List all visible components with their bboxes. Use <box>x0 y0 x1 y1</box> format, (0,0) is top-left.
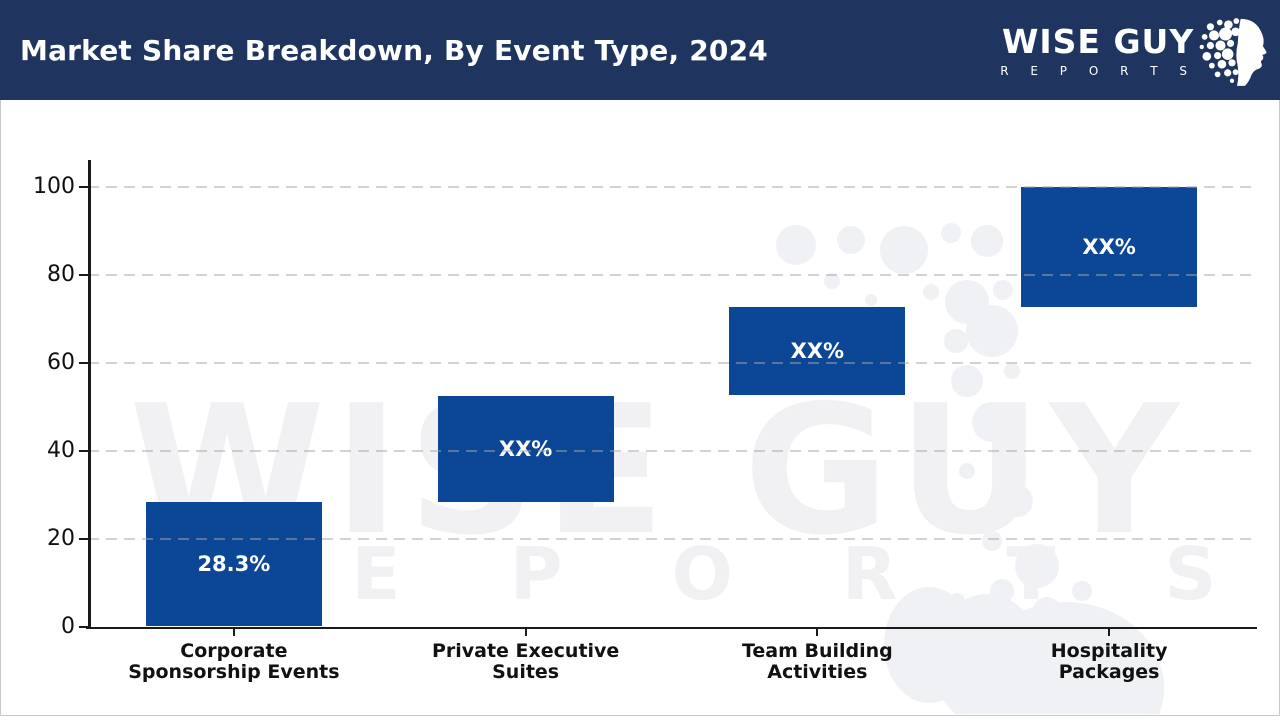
y-tick-80 <box>79 273 88 276</box>
x-category-label-0: Corporate Sponsorship Events <box>88 639 380 683</box>
bar-segment-2: XX% <box>729 306 906 396</box>
watermark-text-sub: R E P O R T S <box>187 532 1259 616</box>
gridline-80 <box>88 273 1255 276</box>
y-tick-label-20: 20 <box>47 525 75 551</box>
x-tick-1 <box>524 626 527 636</box>
x-category-label-line: Team Building <box>741 639 893 662</box>
bar-segment-1: XX% <box>437 395 614 502</box>
bar-value-label-2: XX% <box>790 339 845 364</box>
gridline-60 <box>88 361 1255 364</box>
logo-subtitle: R E P O R T S <box>1000 64 1196 78</box>
x-category-label-line: Activities <box>767 660 868 683</box>
bar-segment-3: XX% <box>1021 186 1198 307</box>
x-category-label-line: Suites <box>492 660 560 683</box>
page-title: Market Share Breakdown, By Event Type, 2… <box>20 33 768 67</box>
y-tick-20 <box>79 537 88 540</box>
x-category-label-line: Sponsorship Events <box>128 660 340 683</box>
header-bar: Market Share Breakdown, By Event Type, 2… <box>0 0 1280 100</box>
watermark-dots <box>776 223 1164 714</box>
x-tick-3 <box>1108 626 1111 636</box>
x-category-label-1: Private Executive Suites <box>380 639 672 683</box>
y-tick-label-0: 0 <box>61 613 75 639</box>
x-category-label-line: Corporate <box>180 639 288 662</box>
bar-segment-0: 28.3% <box>145 501 322 627</box>
x-category-label-line: Private Executive <box>431 639 620 662</box>
x-category-label-line: Hospitality <box>1050 639 1168 662</box>
y-tick-40 <box>79 449 88 452</box>
y-tick-label-80: 80 <box>47 261 75 287</box>
y-tick-label-40: 40 <box>47 437 75 463</box>
x-category-label-line: Packages <box>1058 660 1160 683</box>
y-tick-0 <box>79 625 88 628</box>
bar-value-label-3: XX% <box>1082 234 1136 259</box>
gridline-40 <box>88 449 1255 452</box>
wiseguy-head-icon <box>1199 18 1267 86</box>
x-category-label-3: Hospitality Packages <box>963 639 1255 683</box>
y-tick-label-100: 100 <box>33 173 75 199</box>
bar-value-label-0: 28.3% <box>197 552 271 577</box>
gridline-20 <box>88 537 1255 540</box>
y-tick-label-60: 60 <box>47 349 75 375</box>
x-category-label-2: Team Building Activities <box>672 639 964 683</box>
y-tick-100 <box>79 185 88 188</box>
x-tick-0 <box>232 626 235 636</box>
x-tick-2 <box>816 626 819 636</box>
gridline-100 <box>88 185 1255 188</box>
y-axis-spine <box>88 160 91 629</box>
wiseguy-logo: WISE GUY R E P O R T S <box>1000 6 1268 96</box>
x-axis-spine <box>86 626 1257 629</box>
y-tick-60 <box>79 361 88 364</box>
logo-wordmark: WISE GUY <box>1001 22 1195 61</box>
wiseguy-logo-text: WISE GUY R E P O R T S <box>1000 22 1196 78</box>
bar-value-label-1: XX% <box>498 436 553 461</box>
